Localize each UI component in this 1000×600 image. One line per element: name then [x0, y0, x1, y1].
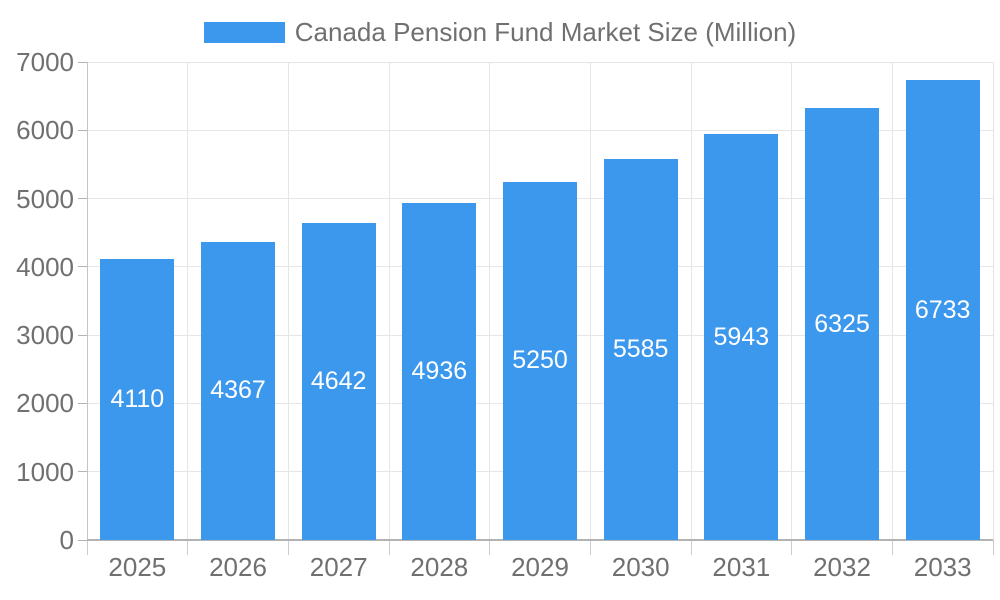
x-axis-tick-label: 2028 [410, 552, 469, 582]
bar: 5585 [603, 158, 678, 540]
bar: 6325 [805, 108, 879, 540]
bar: 6733 [905, 80, 980, 540]
x-axis-tick [791, 540, 793, 555]
y-axis-tick [78, 471, 87, 473]
y-axis-tick-label: 0 [59, 525, 74, 555]
y-axis-tick [78, 61, 87, 63]
y-axis-line [86, 62, 88, 540]
bar-value-label: 5250 [512, 346, 568, 375]
x-axis-tick-label: 2025 [108, 552, 167, 582]
x-axis-tick [187, 540, 189, 555]
y-axis-tick-label: 2000 [16, 388, 74, 419]
y-axis-tick-label: 5000 [16, 183, 74, 214]
bar-value-label: 6325 [814, 309, 870, 338]
legend-color-swatch [203, 21, 285, 43]
x-gridline [791, 62, 793, 540]
x-axis-tick-label: 2031 [712, 552, 771, 582]
y-axis-tick-label: 7000 [16, 47, 74, 77]
x-axis-tick [489, 540, 491, 555]
y-axis-tick [78, 402, 87, 404]
bar-value-label: 4936 [411, 356, 468, 385]
x-axis-line [87, 539, 993, 541]
chart-legend: Canada Pension Fund Market Size (Million… [0, 15, 1000, 49]
x-gridline [489, 62, 491, 540]
x-axis-tick-label: 2029 [511, 552, 569, 582]
y-axis-tick-label: 4000 [16, 251, 74, 282]
x-axis-tick [690, 540, 692, 555]
y-gridline [87, 61, 993, 63]
x-axis-tick [891, 540, 893, 555]
x-axis-tick-label: 2026 [209, 552, 267, 582]
bar: 4642 [301, 223, 376, 540]
x-gridline [589, 62, 591, 540]
bar-value-label: 4642 [310, 367, 367, 395]
x-axis-tick [287, 540, 289, 555]
bar-value-label: 4110 [110, 385, 165, 414]
x-gridline [690, 62, 692, 540]
bar: 5943 [704, 134, 779, 540]
x-gridline [992, 62, 994, 540]
bar-value-label: 5943 [713, 322, 770, 351]
y-axis-tick [78, 266, 87, 268]
y-axis-tick [78, 198, 87, 200]
y-axis-tick-label: 6000 [16, 115, 74, 146]
x-gridline [287, 62, 289, 540]
x-axis-tick-label: 2033 [913, 552, 972, 582]
bar: 4367 [201, 241, 275, 540]
bar: 4936 [402, 202, 477, 540]
x-axis-tick [388, 540, 390, 555]
x-axis-tick [86, 540, 88, 555]
legend-series-label: Canada Pension Fund Market Size (Million… [294, 16, 797, 47]
bar: 5250 [503, 181, 577, 540]
x-axis-tick-label: 2032 [813, 552, 871, 582]
bar-value-label: 4367 [210, 376, 266, 405]
y-axis-tick-label: 1000 [16, 456, 74, 487]
y-gridline [87, 129, 993, 131]
x-axis-tick-label: 2030 [611, 552, 670, 582]
y-axis-tick [78, 539, 87, 541]
bar-value-label: 5585 [612, 334, 669, 363]
x-axis-tick-label: 2027 [309, 552, 368, 582]
y-axis-tick-label: 3000 [16, 320, 74, 351]
bar-value-label: 6733 [914, 295, 971, 324]
x-axis-tick [992, 540, 994, 555]
x-gridline [891, 62, 893, 540]
y-axis-tick [78, 129, 87, 131]
y-axis-tick [78, 334, 87, 336]
x-axis-tick [589, 540, 591, 555]
x-gridline [187, 62, 189, 540]
bar: 4110 [100, 259, 175, 540]
x-gridline [388, 62, 390, 540]
